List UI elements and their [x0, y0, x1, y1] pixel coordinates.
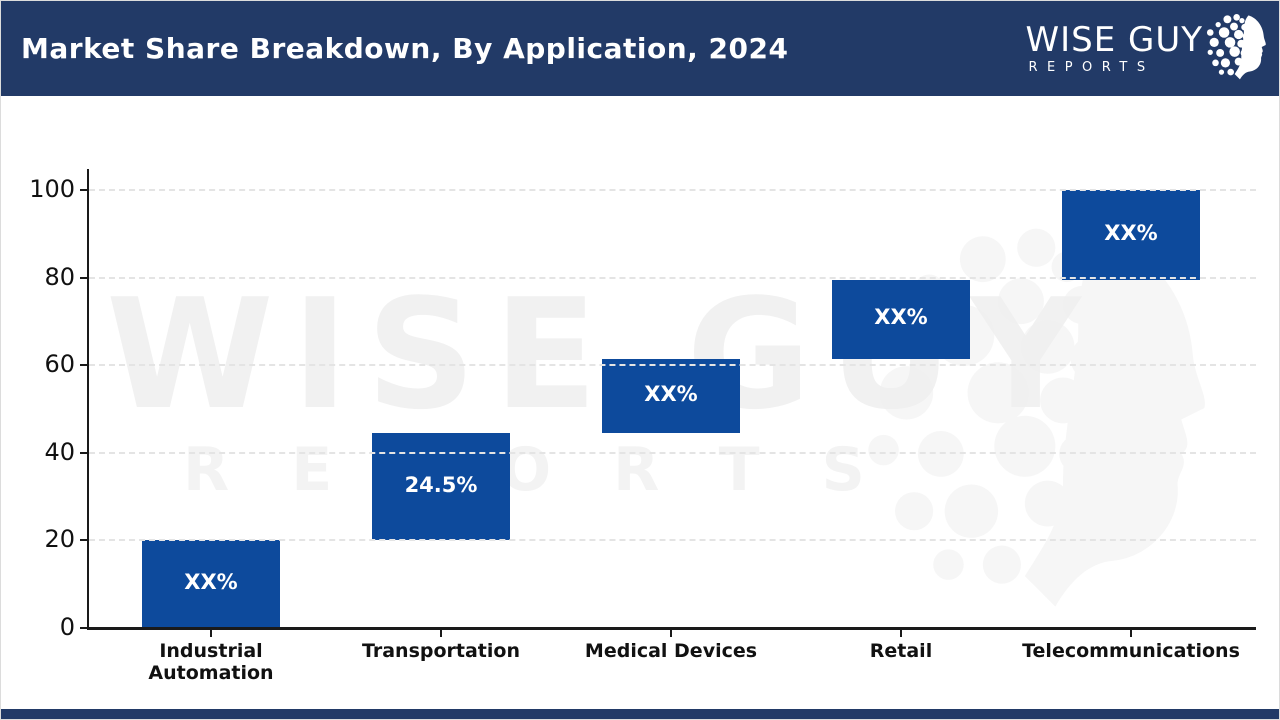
y-tick-label-100: 100: [29, 175, 75, 203]
head-dots-icon: [1206, 13, 1266, 79]
bar-value-label: 24.5%: [404, 472, 478, 497]
header-bar: Market Share Breakdown, By Application, …: [1, 1, 1279, 96]
logo-wordmark: WISE GUY: [1025, 20, 1203, 60]
x-tick-1: [210, 630, 212, 637]
bar-value-label: XX%: [874, 305, 928, 330]
y-tick-60: [80, 364, 88, 367]
x-category-label: Medical Devices: [584, 640, 758, 662]
bar-value-label: XX%: [184, 570, 238, 595]
y-tick-label-40: 40: [44, 437, 75, 466]
bar-value-label: XX%: [644, 381, 698, 406]
bar-2: [372, 433, 510, 541]
x-category-label: Industrial Automation: [148, 640, 274, 684]
bar-1: [142, 540, 280, 628]
wise-guy-logo: WISE GUY REPORTS: [1025, 9, 1267, 89]
x-tick-4: [900, 630, 902, 637]
gridline-y40: [89, 451, 1256, 454]
x-category-label: Telecommunications: [1022, 640, 1240, 662]
y-tick-20: [80, 539, 88, 542]
x-axis-line: [87, 627, 1256, 630]
x-tick-5: [1130, 630, 1132, 637]
logo-text: WISE GUY REPORTS: [1025, 22, 1203, 75]
footer-bar: [1, 709, 1279, 719]
y-tick-80: [80, 276, 88, 279]
y-tick-label-20: 20: [44, 525, 75, 554]
y-tick-label-60: 60: [44, 350, 75, 379]
x-category-label: Retail: [869, 640, 933, 662]
gridline-y20: [89, 539, 1256, 542]
y-tick-0: [80, 627, 88, 629]
y-tick-40: [80, 451, 88, 454]
x-category-label: Transportation: [361, 640, 520, 662]
gridline-y100: [89, 189, 1256, 191]
y-tick-label-80: 80: [44, 262, 75, 291]
watermark-text-line2: REPORTS: [183, 435, 927, 505]
x-tick-2: [440, 630, 442, 637]
bar-value-label: XX%: [1104, 220, 1158, 245]
gridline-y80: [89, 276, 1256, 279]
y-axis-line: [87, 169, 89, 630]
bar-3: [602, 358, 740, 434]
chart-title: Market Share Breakdown, By Application, …: [21, 32, 789, 65]
logo-subtext: REPORTS: [1028, 60, 1155, 75]
y-tick-100: [80, 189, 88, 191]
x-tick-3: [670, 630, 672, 637]
gridline-y60: [89, 364, 1256, 367]
y-tick-label-0: 0: [59, 613, 75, 641]
